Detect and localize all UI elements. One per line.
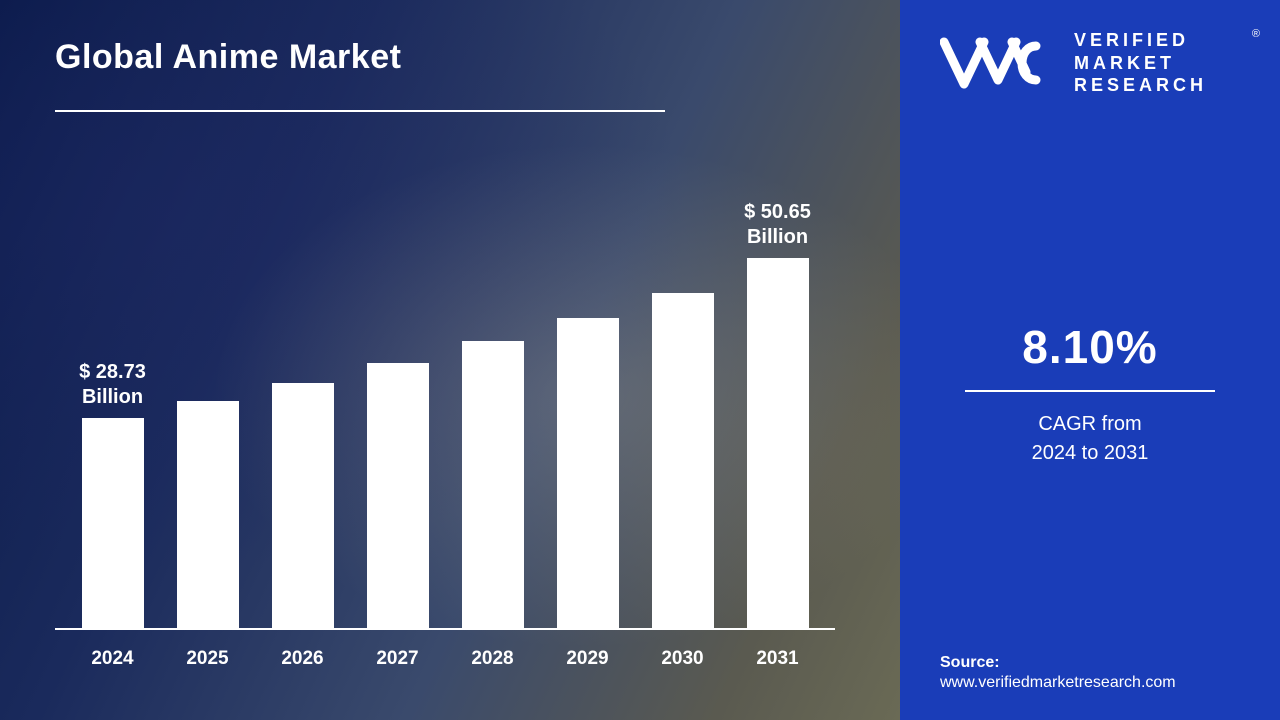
- bar-chart: $ 28.73Billion$ 50.65Billion 20242025202…: [55, 190, 835, 670]
- bar: [82, 418, 144, 628]
- bar: [177, 401, 239, 628]
- bar-group: [359, 363, 437, 628]
- bar: [747, 258, 809, 628]
- source-label: Source:: [940, 654, 1176, 672]
- cagr-block: 8.10% CAGR from 2024 to 2031: [900, 320, 1280, 468]
- bar-group: [454, 341, 532, 628]
- bar: [557, 318, 619, 628]
- x-axis-label: 2031: [739, 648, 817, 670]
- title-underline: [55, 110, 665, 112]
- bar-group: $ 50.65Billion: [739, 200, 817, 628]
- main-panel: Global Anime Market $ 28.73Billion$ 50.6…: [0, 0, 900, 720]
- vmr-logo-icon: [940, 28, 1060, 98]
- cagr-caption-line1: CAGR from: [900, 410, 1280, 439]
- registered-mark: ®: [1252, 28, 1260, 40]
- source-url: www.verifiedmarketresearch.com: [940, 674, 1176, 692]
- bar: [652, 293, 714, 628]
- bar: [272, 383, 334, 628]
- x-axis-label: 2024: [74, 648, 152, 670]
- logo-line2: MARKET: [1074, 52, 1207, 75]
- bar-value-label: $ 28.73Billion: [79, 360, 146, 410]
- x-axis-labels: 2024 2025 2026 2027 2028 2029 2030 2031: [55, 648, 835, 670]
- source-block: Source: www.verifiedmarketresearch.com: [940, 654, 1176, 692]
- x-axis-label: 2030: [644, 648, 722, 670]
- bar-group: [549, 318, 627, 628]
- cagr-caption: CAGR from 2024 to 2031: [900, 410, 1280, 468]
- bar-group: [264, 383, 342, 628]
- bar-group: [644, 293, 722, 628]
- x-axis-label: 2026: [264, 648, 342, 670]
- logo: VERIFIED MARKET RESEARCH ®: [940, 28, 1260, 98]
- logo-text: VERIFIED MARKET RESEARCH: [1074, 29, 1207, 97]
- cagr-underline: [965, 390, 1215, 392]
- bar-group: $ 28.73Billion: [74, 360, 152, 628]
- cagr-value: 8.10%: [900, 320, 1280, 374]
- page-title: Global Anime Market: [55, 38, 401, 77]
- bars-container: $ 28.73Billion$ 50.65Billion: [55, 220, 835, 630]
- x-axis-label: 2027: [359, 648, 437, 670]
- logo-line3: RESEARCH: [1074, 74, 1207, 97]
- bar: [462, 341, 524, 628]
- bar: [367, 363, 429, 628]
- bar-group: [169, 401, 247, 628]
- x-axis-label: 2028: [454, 648, 532, 670]
- logo-line1: VERIFIED: [1074, 29, 1207, 52]
- cagr-caption-line2: 2024 to 2031: [900, 439, 1280, 468]
- x-axis-label: 2029: [549, 648, 627, 670]
- side-panel: VERIFIED MARKET RESEARCH ® 8.10% CAGR fr…: [900, 0, 1280, 720]
- x-axis-label: 2025: [169, 648, 247, 670]
- bar-value-label: $ 50.65Billion: [744, 200, 811, 250]
